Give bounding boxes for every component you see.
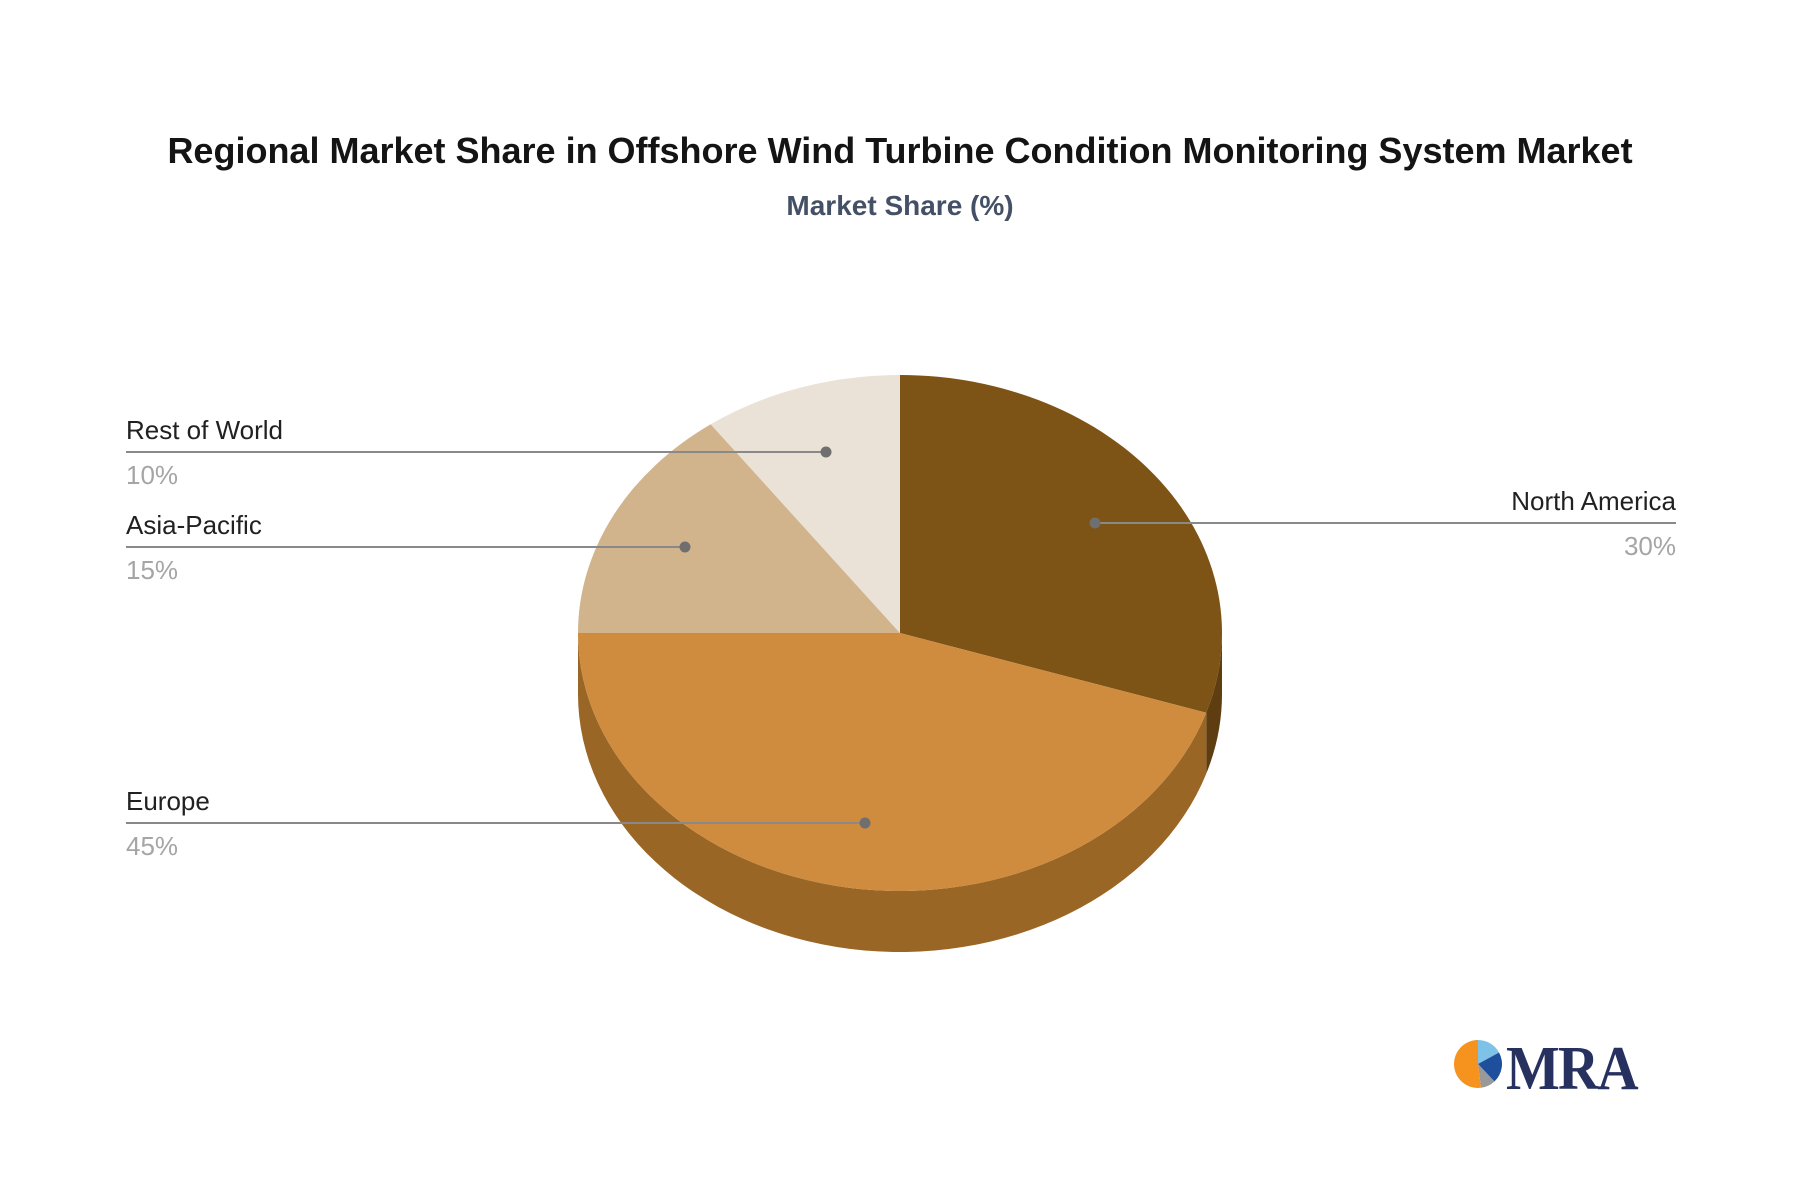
- callout-label-europe: Europe: [126, 786, 210, 816]
- callout-value-europe: 45%: [126, 831, 179, 861]
- callout-value-north-america: 30%: [1623, 531, 1676, 561]
- pie-slice-europe: [578, 633, 1207, 892]
- logo-pie-slice-0: [1478, 1040, 1500, 1064]
- pie-slice-side-europe: [578, 633, 1207, 953]
- logo-text: MRA: [1506, 1035, 1639, 1103]
- logo-pie-slice-1: [1478, 1052, 1502, 1082]
- callout-value-asia-pacific: 15%: [126, 555, 179, 585]
- leader-dot-europe: [859, 817, 871, 829]
- leader-dot-north-america: [1089, 517, 1101, 529]
- chart-subtitle: Market Share (%): [786, 190, 1014, 221]
- leader-dot-rest-of-world: [820, 446, 832, 458]
- callout-label-rest-of-world: Rest of World: [126, 415, 284, 445]
- callout-label-asia-pacific: Asia-Pacific: [126, 510, 262, 540]
- logo-pie-icon: [1454, 1040, 1502, 1088]
- pie-slice-rest-of-world: [710, 375, 900, 633]
- callout-label-north-america: North America: [1511, 486, 1676, 516]
- logo-pie-slice-3: [1454, 1040, 1482, 1088]
- chart-title: Regional Market Share in Offshore Wind T…: [167, 130, 1633, 171]
- pie-slice-side-north-america: [1206, 633, 1222, 774]
- brand-logo: MRA: [1452, 1038, 1648, 1100]
- leader-dot-asia-pacific: [679, 541, 691, 553]
- logo-pie-slice-2: [1478, 1064, 1495, 1088]
- callout-value-rest-of-world: 10%: [126, 460, 179, 490]
- pie-slice-north-america: [900, 375, 1223, 713]
- pie-slice-asia-pacific: [578, 424, 900, 633]
